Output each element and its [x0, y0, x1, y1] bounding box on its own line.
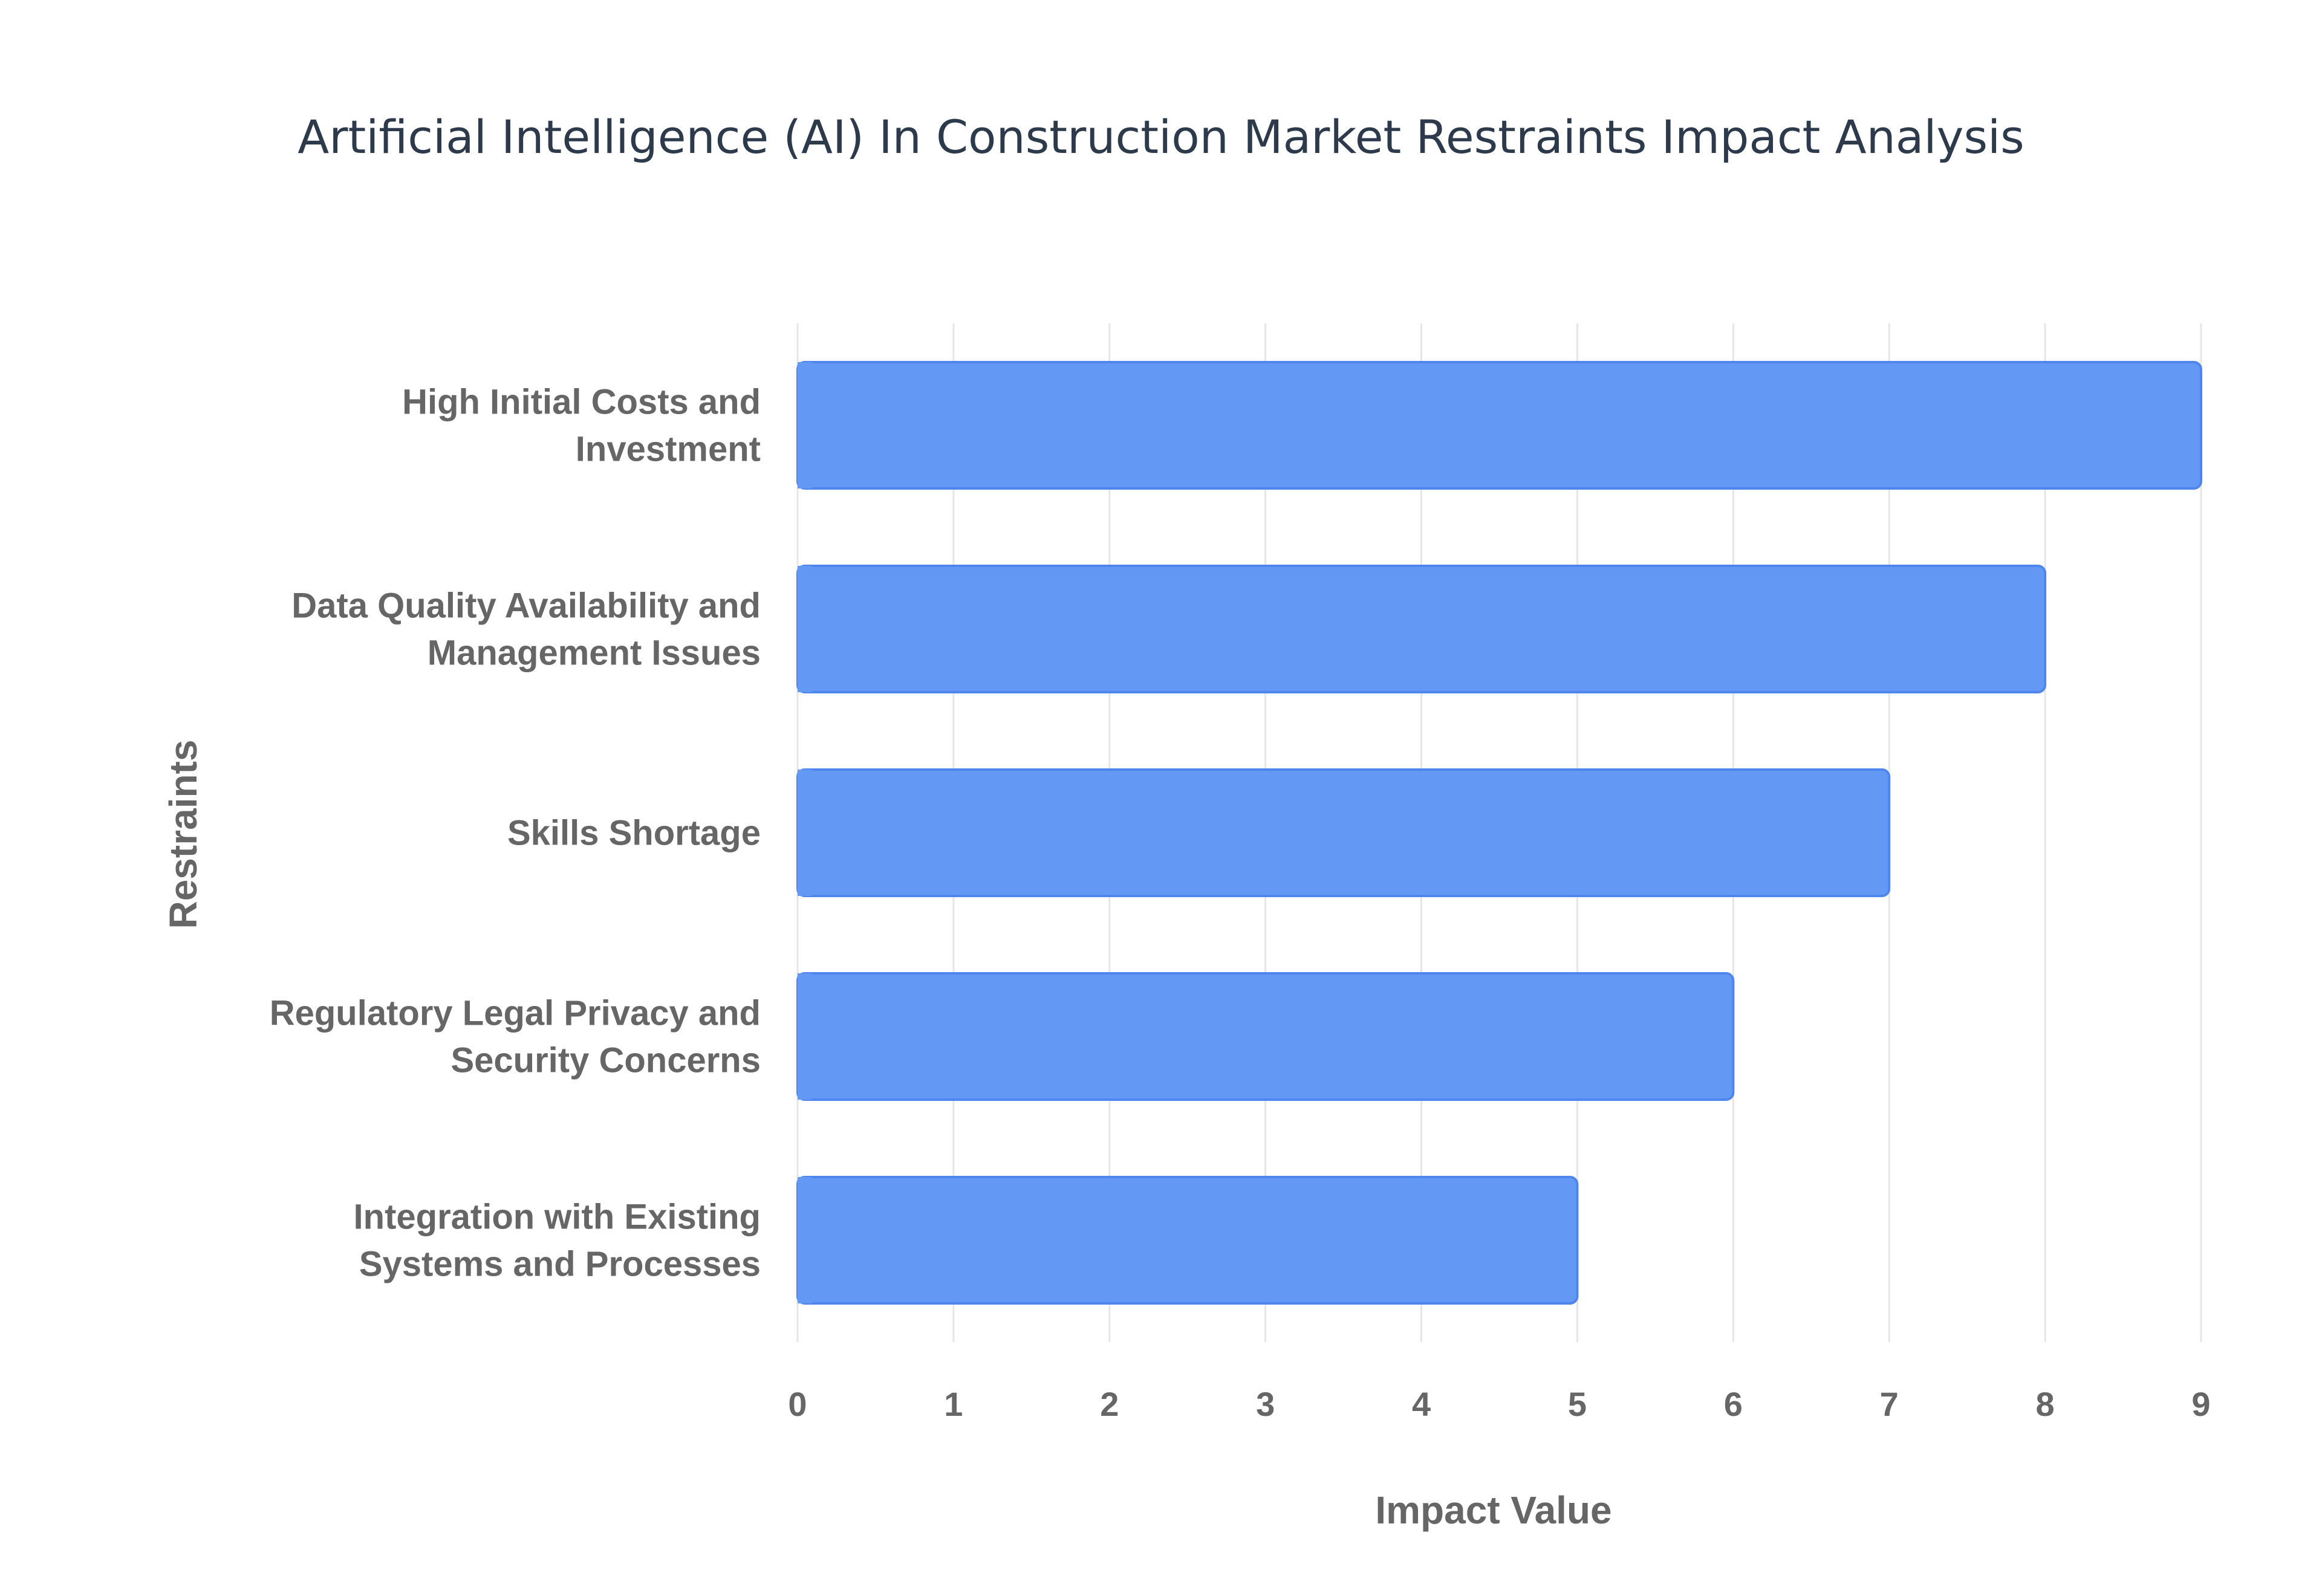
y-axis-title: Restraints [161, 740, 205, 929]
x-tick-label-1: 1 [944, 1385, 963, 1423]
bar-1-base [798, 362, 812, 488]
bar-2 [796, 565, 2047, 693]
bar-3-base [798, 770, 812, 896]
x-tick-label-4: 4 [1412, 1385, 1431, 1423]
category-labels: High Initial Costs and Investment Data Qua… [270, 383, 761, 1284]
x-axis-title: Impact Value [1375, 1488, 1611, 1532]
category-label-2: Data Quality Availability and Management … [291, 586, 761, 673]
category-label-2-line-1: Data Quality Availability and [291, 586, 761, 626]
bar-3 [796, 768, 1891, 897]
x-tick-label-6: 6 [1724, 1385, 1743, 1423]
category-label-3-line-1: Skills Shortage [507, 814, 761, 853]
category-label-4-line-2: Security Concerns [450, 1041, 761, 1080]
category-label-3: Skills Shortage [507, 814, 761, 853]
category-label-1-line-1: High Initial Costs and [402, 383, 761, 422]
category-label-5: Integration with Existing Systems and Pro… [354, 1198, 761, 1284]
category-label-4: Regulatory Legal Privacy and Security Con… [270, 994, 761, 1080]
x-tick-label-9: 9 [2191, 1385, 2210, 1423]
x-tick-label-3: 3 [1256, 1385, 1275, 1423]
x-tick-label-5: 5 [1568, 1385, 1587, 1423]
bar-2-base [798, 566, 812, 692]
category-label-5-line-2: Systems and Processes [359, 1245, 761, 1284]
x-tick-labels: 0 1 2 3 4 5 6 7 8 9 [788, 1385, 2210, 1423]
category-label-5-line-1: Integration with Existing [354, 1198, 761, 1237]
bar-5 [796, 1176, 1579, 1305]
x-tick-label-8: 8 [2036, 1385, 2055, 1423]
category-label-1-line-2: Investment [576, 430, 761, 469]
x-tick-label-7: 7 [1880, 1385, 1899, 1423]
chart-title: Artificial Intelligence (AI) In Construc… [298, 110, 2024, 164]
bar-4-base [798, 973, 812, 1100]
bars [796, 361, 2202, 1305]
bar-1 [796, 361, 2202, 490]
category-label-4-line-1: Regulatory Legal Privacy and [270, 994, 761, 1033]
x-tick-label-0: 0 [788, 1385, 807, 1423]
x-tick-label-2: 2 [1100, 1385, 1119, 1423]
category-label-2-line-2: Management Issues [428, 634, 761, 673]
bar-5-base [798, 1177, 812, 1303]
category-label-1: High Initial Costs and Investment [402, 383, 761, 469]
bar-4 [796, 972, 1735, 1101]
